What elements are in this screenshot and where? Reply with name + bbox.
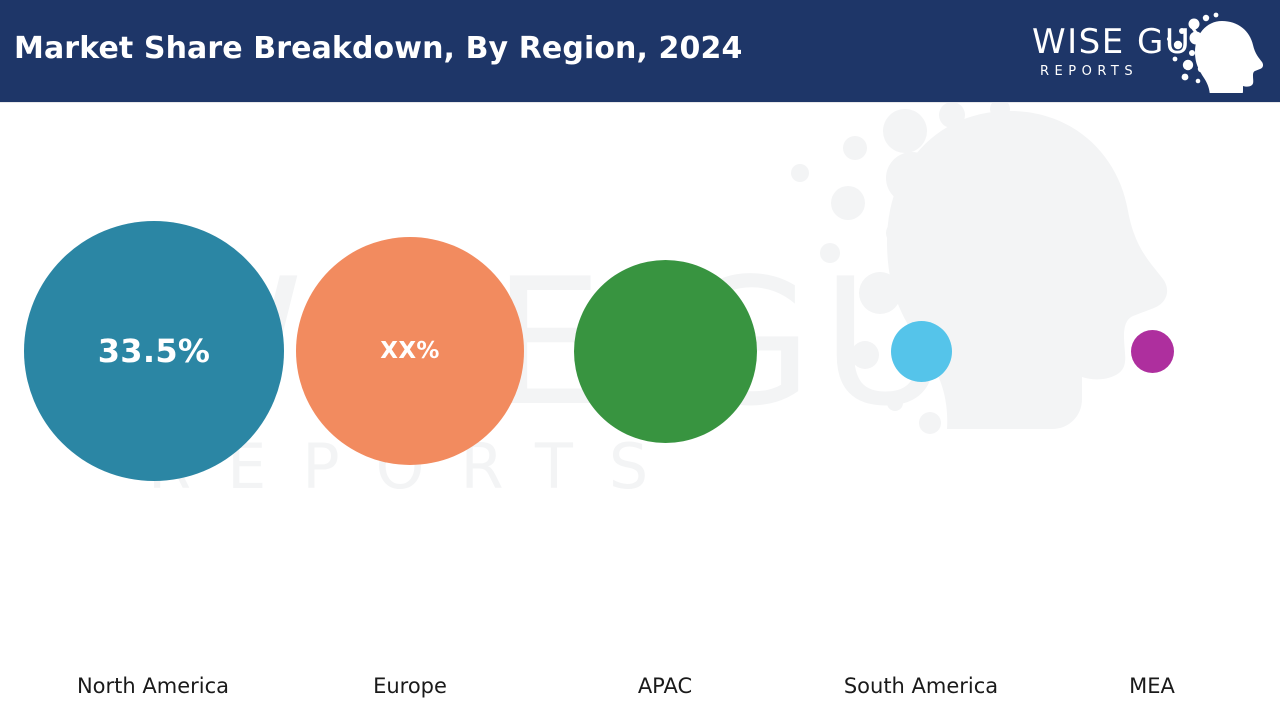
wise-guy-reports-logo: WISE GUY REPORTS [1026,9,1266,93]
category-axis-labels: North America Europe APAC South America … [0,103,1280,720]
bubble-value-label-north-america: 33.5% [97,332,211,370]
category-label-north-america: North America [76,674,230,698]
header-bar: Market Share Breakdown, By Region, 2024 … [0,0,1280,102]
logo-head-icon [1166,12,1264,93]
bubble-europe[interactable]: XX% [296,237,524,465]
category-label-europe: Europe [373,674,447,698]
page-title: Market Share Breakdown, By Region, 2024 [14,31,743,66]
logo-line2-text: REPORTS [1040,64,1138,79]
bubble-north-america[interactable]: 33.5% [24,221,284,481]
category-label-apac: APAC [637,674,693,698]
bubble-apac[interactable] [574,260,757,443]
category-label-mea: MEA [1129,674,1175,698]
chart-plot-area: WISE GUY REPORTS [0,102,1280,720]
category-label-south-america: South America [843,674,999,698]
logo-line1-text: WISE GUY [1032,22,1214,62]
bubble-value-label-europe: XX% [380,337,440,364]
